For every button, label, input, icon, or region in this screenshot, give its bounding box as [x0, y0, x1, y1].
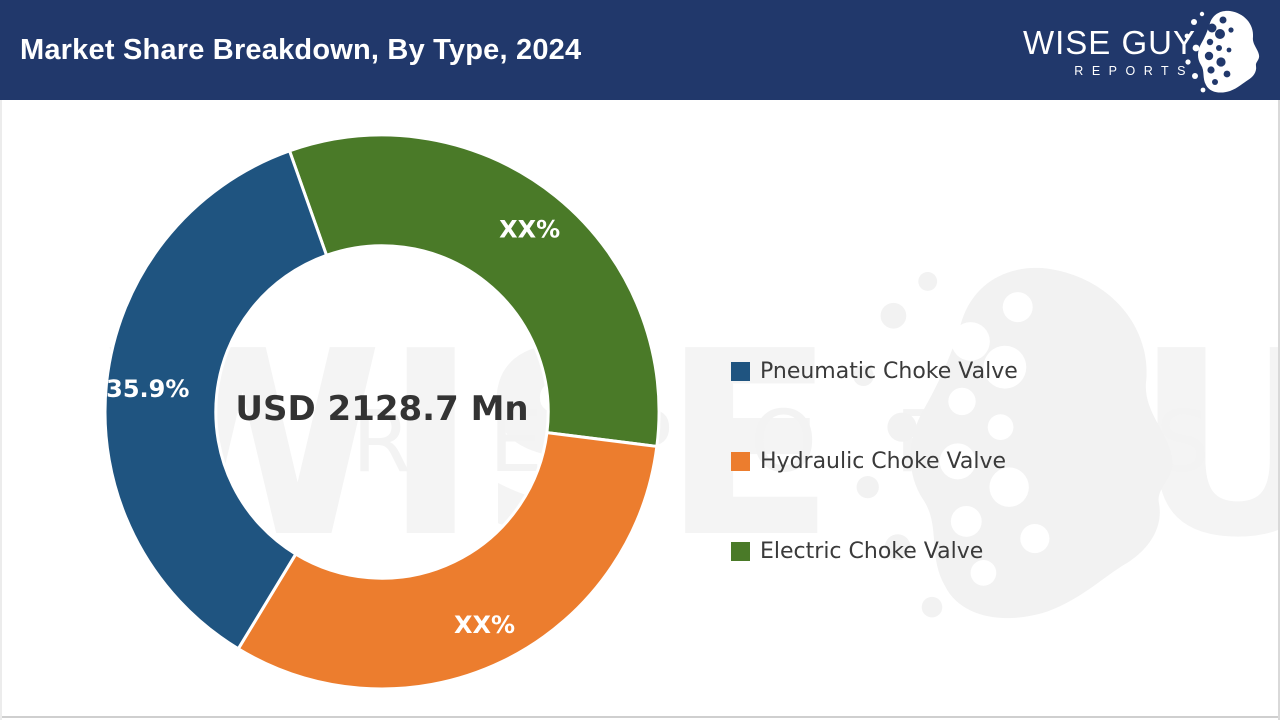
logo-wordmark: WISE GUY [1022, 24, 1196, 61]
legend-label: Pneumatic Choke Valve [760, 358, 1018, 384]
legend-item-2: Electric Choke Valve [731, 538, 1018, 564]
watermark-face-icon [853, 267, 1173, 619]
header-bar: Market Share Breakdown, By Type, 2024 WI… [0, 0, 1280, 100]
legend-item-0: Pneumatic Choke Valve [731, 358, 1018, 384]
legend-label: Electric Choke Valve [760, 538, 984, 564]
slice-label-2: 35.9% [106, 375, 189, 403]
slice-label-1: XX% [454, 611, 515, 639]
legend-item-1: Hydraulic Choke Valve [731, 448, 1018, 474]
donut-chart: XX% XX% 35.9% USD 2128.7 Mn [103, 133, 661, 691]
chart-canvas: WISE GUY REPORTS XX%XX%35.9%USD 2128.7 M… [0, 100, 1280, 720]
wise-guy-logo: WISE GUY REPORTS [1023, 6, 1266, 96]
donut-slice-1 [236, 431, 659, 691]
donut-slice-0 [288, 133, 661, 448]
page-title: Market Share Breakdown, By Type, 2024 [20, 34, 582, 66]
legend-label: Hydraulic Choke Valve [760, 448, 1007, 474]
logo-text: WISE GUY REPORTS [1023, 24, 1196, 78]
legend-swatch-icon [731, 361, 750, 381]
donut-center-label: USD 2128.7 Mn [235, 389, 528, 429]
chart-legend: Pneumatic Choke Valve Hydraulic Choke Val… [731, 359, 1018, 629]
bottom-divider [2, 716, 1278, 718]
donut-slice-2 [103, 149, 329, 651]
legend-swatch-icon [731, 451, 750, 471]
logo-subtitle: REPORTS [1074, 64, 1194, 78]
logo-face-icon [1184, 10, 1260, 93]
slice-label-0: XX% [499, 216, 560, 244]
legend-swatch-icon [731, 541, 750, 561]
